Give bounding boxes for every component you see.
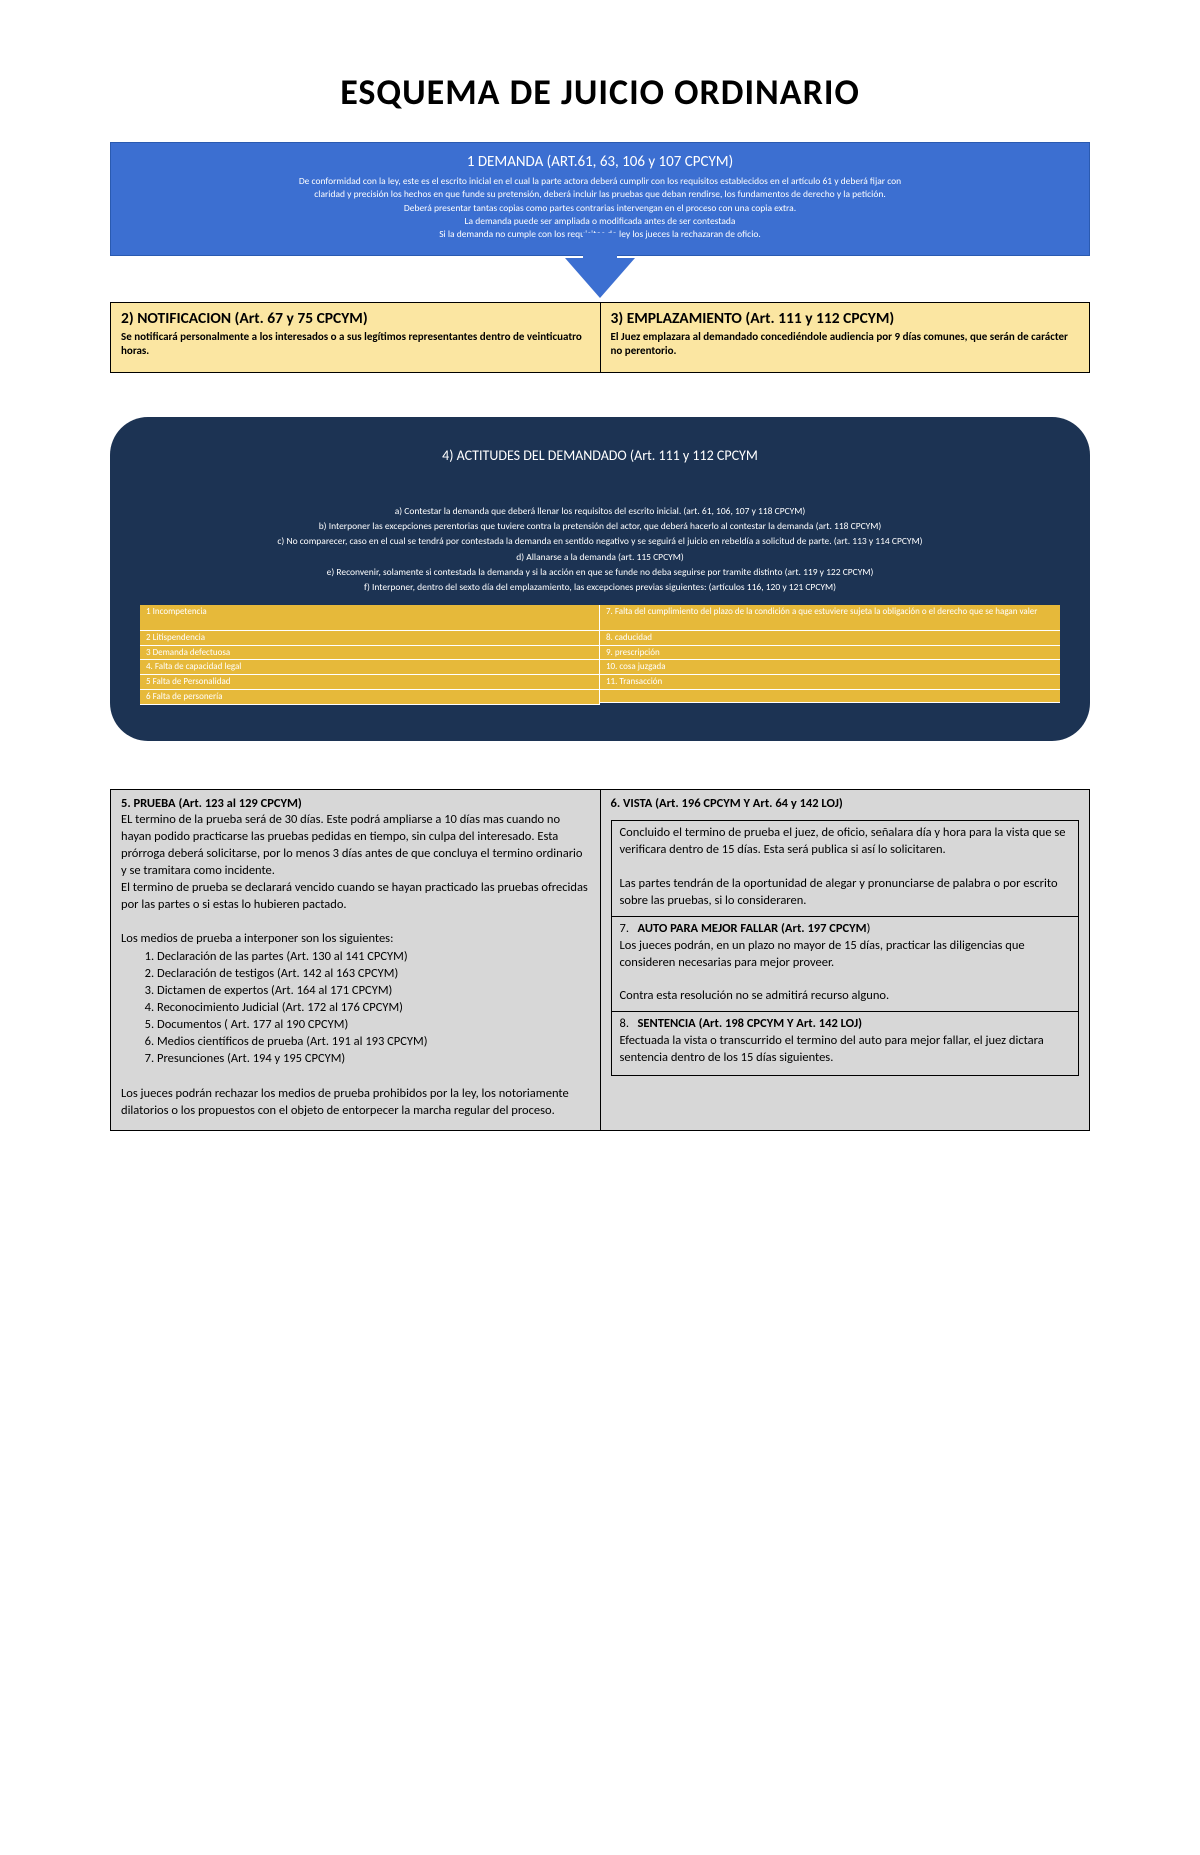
actitudes-item: a) Contestar la demanda que deberá llena… [140,504,1060,519]
notificacion-box: 2) NOTIFICACION (Art. 67 y 75 CPCYM) Se … [111,303,601,372]
emplazamiento-box: 3) EMPLAZAMIENTO (Art. 111 y 112 CPCYM) … [601,303,1090,372]
excep-cell: 5 Falta de Personalidad [140,675,600,690]
sentencia-block: 8. SENTENCIA (Art. 198 CPCYM Y Art. 142 … [612,1011,1079,1067]
sentencia-p1: Efectuada la vista o transcurrido el ter… [620,1033,1071,1067]
actitudes-list: a) Contestar la demanda que deberá llena… [140,504,1060,595]
emplazamiento-title: 3) EMPLAZAMIENTO (Art. 111 y 112 CPCYM) [611,309,1080,328]
excep-cell: 7. Falta del cumplimiento del plazo de l… [600,605,1060,631]
excepciones-col-right: 7. Falta del cumplimiento del plazo de l… [600,605,1060,704]
demanda-line: De conformidad con la ley, este es el es… [141,175,1059,188]
actitudes-title: 4) ACTITUDES DEL DEMANDADO (Art. 111 y 1… [140,447,1060,464]
vista-block: Concluido el termino de prueba el juez, … [611,820,1080,1075]
actitudes-box: 4) ACTITUDES DEL DEMANDADO (Art. 111 y 1… [110,417,1090,741]
medio-item: Declaración de las partes (Art. 130 al 1… [157,949,590,966]
excep-cell: 8. caducidad [600,631,1060,646]
vista-title: 6. VISTA (Art. 196 CPCYM Y Art. 64 y 142… [611,796,1080,813]
excep-cell: 10. cosa juzgada [600,660,1060,675]
demanda-heading: 1 DEMANDA (ART.61, 63, 106 y 107 CPCYM) [141,153,1059,171]
excep-cell: 9. prescripción [600,646,1060,661]
actitudes-item: d) Allanarse a la demanda (art. 115 CPCY… [140,550,1060,565]
auto-p2: Contra esta resolución no se admitirá re… [620,988,1071,1005]
demanda-line: claridad y precisión los hechos en que f… [141,188,1059,201]
actitudes-item: c) No comparecer, caso en el cual se ten… [140,534,1060,549]
prueba-p4: Los jueces podrán rechazar los medios de… [121,1086,590,1120]
page-title: ESQUEMA DE JUICIO ORDINARIO [110,70,1090,114]
actitudes-item: e) Reconvenir, solamente si contestada l… [140,565,1060,580]
actitudes-item: f) Interponer, dentro del sexto día del … [140,580,1060,595]
prueba-title: 5. PRUEBA (Art. 123 al 129 CPCYM) [121,796,590,813]
auto-p1: Los jueces podrán, en un plazo no mayor … [620,938,1071,972]
excep-cell: 6 Falta de personería [140,690,600,705]
prueba-p1: EL termino de la prueba será de 30 días.… [121,812,590,880]
excep-cell: 11. Transacción [600,675,1060,690]
medio-item: Reconocimiento Judicial (Art. 172 al 176… [157,1000,590,1017]
auto-block: 7. 7. AUTO PARA MEJOR FALLAR (Art. 197 C… [612,916,1079,1005]
excepciones-table: 1 Incompetencia 2 Litispendencia 3 Deman… [140,605,1060,704]
vista-p2: Las partes tendrán de la oportunidad de … [620,876,1071,910]
auto-title: 7. 7. AUTO PARA MEJOR FALLAR (Art. 197 C… [620,921,871,936]
notificacion-body: Se notificará personalmente a los intere… [121,330,590,358]
actitudes-item: b) Interponer las excepciones perentoria… [140,519,1060,534]
notificacion-title: 2) NOTIFICACION (Art. 67 y 75 CPCYM) [121,309,590,328]
demanda-line: La demanda puede ser ampliada o modifica… [141,215,1059,228]
prueba-vista-grid: 5. PRUEBA (Art. 123 al 129 CPCYM) EL ter… [110,789,1090,1132]
prueba-box: 5. PRUEBA (Art. 123 al 129 CPCYM) EL ter… [111,790,601,1131]
sentencia-title: 8. SENTENCIA (Art. 198 CPCYM Y Art. 142 … [620,1016,863,1031]
medio-item: Presunciones (Art. 194 y 195 CPCYM) [157,1051,590,1068]
excep-cell [600,690,1060,703]
medio-item: Declaración de testigos (Art. 142 al 163… [157,966,590,983]
vista-column: 6. VISTA (Art. 196 CPCYM Y Art. 64 y 142… [601,790,1090,1131]
excep-cell: 1 Incompetencia [140,605,600,631]
arrow-down [110,258,1090,298]
excepciones-col-left: 1 Incompetencia 2 Litispendencia 3 Deman… [140,605,600,704]
emplazamiento-body: El Juez emplazara al demandado concedién… [611,330,1080,358]
prueba-p2: El termino de prueba se declarará vencid… [121,880,590,914]
notif-emplaz-row: 2) NOTIFICACION (Art. 67 y 75 CPCYM) Se … [110,302,1090,373]
prueba-p3: Los medios de prueba a interponer son lo… [121,931,590,948]
vista-p1: Concluido el termino de prueba el juez, … [620,825,1071,859]
medio-item: Medios científicos de prueba (Art. 191 a… [157,1034,590,1051]
medios-list: Declaración de las partes (Art. 130 al 1… [157,949,590,1067]
medio-item: Documentos ( Art. 177 al 190 CPCYM) [157,1017,590,1034]
medio-item: Dictamen de expertos (Art. 164 al 171 CP… [157,983,590,1000]
excep-cell: 3 Demanda defectuosa [140,646,600,661]
excep-cell: 4. Falta de capacidad legal [140,660,600,675]
excep-cell: 2 Litispendencia [140,631,600,646]
demanda-line: Deberá presentar tantas copias como part… [141,202,1059,215]
